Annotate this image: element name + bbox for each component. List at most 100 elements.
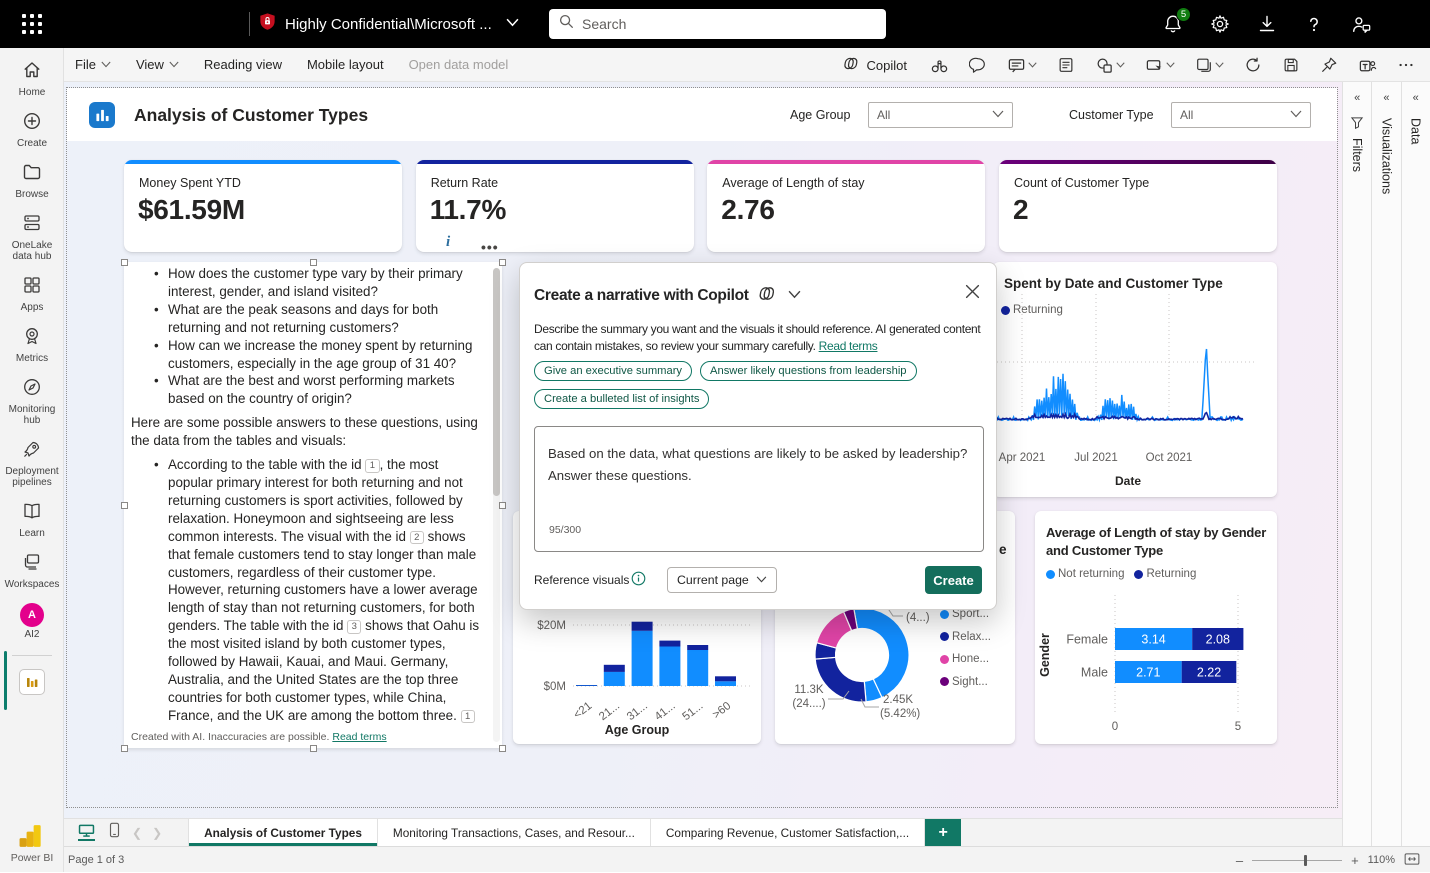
add-page-button[interactable]: + (925, 819, 962, 846)
data-pane-collapsed[interactable]: « Data (1400, 82, 1430, 846)
zoom-out-icon[interactable]: – (1235, 852, 1244, 868)
expand-pane-icon[interactable]: « (1383, 92, 1390, 104)
read-terms-link[interactable]: Read terms (332, 731, 387, 743)
avg-length-of-stay-chart[interactable]: Average of Length of stay by Gender and … (1035, 511, 1277, 744)
narrative-scrollbar[interactable] (493, 268, 500, 742)
desktop-view-icon[interactable] (78, 824, 95, 841)
next-page-icon[interactable]: ❯ (152, 825, 163, 840)
sensitivity-label-menu[interactable]: Highly Confidential\Microsoft ... (258, 0, 519, 48)
zoom-slider[interactable] (1252, 854, 1343, 866)
expand-pane-icon[interactable]: « (1354, 92, 1361, 104)
menu-view[interactable]: View (126, 52, 189, 77)
legend-item[interactable]: Sport... (940, 608, 991, 620)
visual-resize-handle[interactable] (498, 258, 506, 266)
legend-item[interactable]: Relax... (940, 631, 991, 643)
notifications-bell-icon[interactable]: 5 (1162, 7, 1191, 35)
visual-more-options-icon[interactable]: ••• (481, 239, 499, 255)
sidebar-item-onelake-data-hub[interactable]: OneLake data hub (0, 213, 64, 262)
menu-file[interactable]: File (65, 52, 121, 77)
create-button[interactable]: Create (925, 566, 982, 594)
sidebar-item-deployment-pipelines[interactable]: Deployment pipelines (0, 439, 64, 488)
sidebar-item-apps[interactable]: Apps (0, 275, 64, 313)
refresh-icon[interactable] (1239, 52, 1267, 78)
legend-item-returning[interactable]: Returning (1001, 304, 1063, 316)
prompt-textarea[interactable]: Based on the data, what questions are li… (534, 426, 984, 552)
frame-icon[interactable] (1190, 52, 1229, 78)
more-icon[interactable] (1392, 52, 1420, 78)
kpi-card-money-spent-ytd[interactable]: Money Spent YTD $61.59M (124, 160, 402, 252)
sidebar-item-monitoring-hub[interactable]: Monitoring hub (0, 377, 64, 426)
filters-pane-collapsed[interactable]: « Filters (1342, 82, 1372, 846)
read-terms-link[interactable]: Read terms (818, 338, 878, 353)
visual-resize-handle[interactable] (309, 744, 317, 752)
sidebar-item-create[interactable]: Create (0, 111, 64, 149)
legend-item[interactable]: Hone... (940, 653, 991, 665)
suggestion-pill[interactable]: Create a bulleted list of insights (534, 389, 710, 409)
page-tab-analysis-of-customer-types[interactable]: Analysis of Customer Types (188, 819, 378, 846)
suggestion-pill[interactable]: Give an executive summary (534, 361, 693, 381)
visual-resize-handle[interactable] (309, 258, 317, 266)
visual-resize-handle[interactable] (120, 744, 128, 752)
binoculars-icon[interactable] (925, 52, 954, 79)
age-group-filter-dropdown[interactable]: All (868, 102, 1013, 128)
help-icon[interactable] (1303, 13, 1325, 35)
reference-chip[interactable]: 2 (409, 530, 424, 545)
spend-by-date-chart[interactable]: Spent by Date and Customer Type Returnin… (993, 262, 1277, 497)
comment-icon[interactable] (964, 52, 992, 78)
sidebar-item-learn[interactable]: Learn (0, 501, 64, 539)
visual-resize-handle[interactable] (120, 501, 128, 509)
reference-chip[interactable]: 3 (347, 620, 362, 634)
zoom-slider-thumb[interactable] (1304, 854, 1308, 866)
kpi-card-average-of-length-of-stay[interactable]: Average of Length of stay 2.76 (707, 160, 986, 252)
pin-icon[interactable] (1315, 52, 1343, 78)
sidebar-item-metrics[interactable]: Metrics (0, 326, 64, 364)
global-search-input[interactable]: Search (549, 9, 886, 39)
legend-item-not-returning[interactable]: Not returning (1046, 568, 1124, 580)
dialog-close-icon[interactable] (962, 281, 982, 301)
feedback-icon[interactable] (1350, 13, 1372, 35)
smart-narrative-visual[interactable]: How does the customer type vary by their… (124, 262, 502, 748)
page-tab-monitoring-transactions-cases-and-resour[interactable]: Monitoring Transactions, Cases, and Reso… (377, 819, 651, 846)
sidebar-item-workspace-ai2[interactable]: A AI2 (0, 603, 64, 640)
donut-slice[interactable] (853, 607, 910, 699)
fit-to-page-icon[interactable] (1404, 852, 1420, 868)
chevron-down-icon[interactable] (788, 290, 801, 302)
zoom-in-icon[interactable]: + (1351, 852, 1359, 868)
app-launcher-waffle-icon[interactable] (22, 14, 42, 34)
menu-mobile-layout[interactable]: Mobile layout (297, 52, 394, 77)
sidebar-item-current-report[interactable] (0, 669, 64, 699)
copilot-button[interactable]: Copilot (834, 50, 915, 80)
shapes-icon[interactable] (1090, 52, 1130, 79)
visual-resize-handle[interactable] (498, 501, 506, 509)
kpi-card-count-of-customer-type[interactable]: Count of Customer Type 2 (999, 160, 1277, 252)
legend-item[interactable]: Sight... (940, 676, 991, 688)
sidebar-item-workspaces[interactable]: Workspaces (0, 552, 64, 590)
save-icon[interactable] (1277, 52, 1305, 78)
teams-icon[interactable] (1353, 52, 1382, 79)
sidebar-item-home[interactable]: Home (0, 60, 64, 98)
suggestion-pill[interactable]: Answer likely questions from leadership (700, 361, 917, 381)
info-icon[interactable] (631, 571, 646, 591)
reference-scope-dropdown[interactable]: Current page (667, 567, 777, 593)
visual-info-icon[interactable]: i (446, 234, 451, 250)
expand-pane-icon[interactable]: « (1412, 92, 1419, 104)
smart-narrative-icon[interactable] (1002, 52, 1042, 79)
page-tab-comparing-revenue-customer-satisfaction-[interactable]: Comparing Revenue, Customer Satisfaction… (650, 819, 926, 846)
buttons-icon[interactable] (1140, 52, 1180, 79)
visual-resize-handle[interactable] (498, 744, 506, 752)
visual-resize-handle[interactable] (120, 258, 128, 266)
sidebar-item-browse[interactable]: Browse (0, 162, 64, 200)
reference-chip[interactable]: 1 (460, 709, 475, 724)
prev-page-icon[interactable]: ❮ (132, 825, 143, 840)
donut-slice[interactable] (842, 608, 859, 632)
customer-type-filter-dropdown[interactable]: All (1171, 102, 1311, 128)
notes-icon[interactable] (1052, 52, 1080, 78)
settings-gear-icon[interactable] (1209, 13, 1231, 35)
visualizations-pane-collapsed[interactable]: « Visualizations (1371, 82, 1401, 846)
download-icon[interactable] (1256, 13, 1278, 35)
menu-reading-view[interactable]: Reading view (194, 52, 292, 77)
mobile-view-icon[interactable] (109, 822, 120, 843)
kpi-card-return-rate[interactable]: Return Rate 11.7% (415, 160, 694, 252)
reference-chip[interactable]: 1 (365, 459, 380, 473)
legend-item-returning[interactable]: Returning (1134, 568, 1196, 580)
